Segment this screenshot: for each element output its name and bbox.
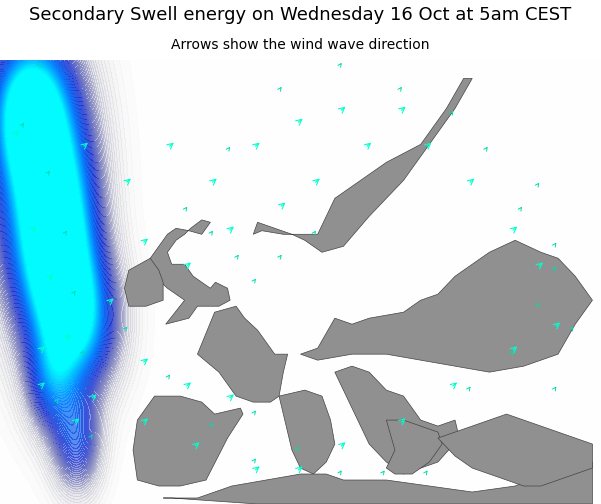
- Polygon shape: [124, 258, 163, 306]
- Polygon shape: [300, 240, 593, 372]
- Polygon shape: [279, 390, 335, 474]
- Polygon shape: [386, 420, 442, 474]
- Text: Arrows show the wind wave direction: Arrows show the wind wave direction: [171, 38, 430, 52]
- Polygon shape: [253, 79, 472, 253]
- Text: Secondary Swell energy on Wednesday 16 Oct at 5am CEST: Secondary Swell energy on Wednesday 16 O…: [29, 6, 572, 24]
- Polygon shape: [148, 220, 230, 324]
- Polygon shape: [335, 366, 459, 474]
- Polygon shape: [133, 396, 243, 486]
- Polygon shape: [163, 462, 593, 504]
- Polygon shape: [438, 414, 593, 486]
- Polygon shape: [198, 306, 288, 402]
